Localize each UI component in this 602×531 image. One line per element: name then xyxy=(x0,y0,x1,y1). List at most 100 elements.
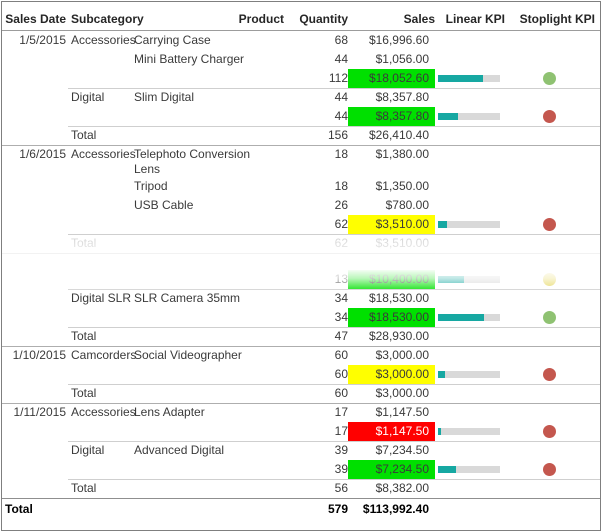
stoplight-kpi-cell xyxy=(505,479,600,498)
quantity-cell: 44 xyxy=(334,52,348,66)
grand-total-spacer xyxy=(435,498,505,520)
sales-date-cell xyxy=(2,253,66,270)
stoplight-kpi-cell xyxy=(505,253,600,270)
total-row: Total 60 $3,000.00 xyxy=(2,384,600,403)
stoplight-indicator-red xyxy=(543,425,556,438)
product-cell xyxy=(132,69,284,88)
sales-cell: $780.00 xyxy=(385,198,429,212)
linear-kpi-cell xyxy=(435,253,505,270)
table-header-row: Sales Date Subcategory Product Quantity Sale… xyxy=(2,8,600,31)
sales-date-cell xyxy=(2,384,66,403)
subcategory-cell xyxy=(66,270,132,289)
product-cell xyxy=(132,365,284,384)
product-cell xyxy=(132,126,284,145)
detail-row: Digital Advanced Digital 39 $7,234.50 xyxy=(2,441,600,460)
stoplight-kpi-cell xyxy=(505,147,600,177)
stoplight-kpi-cell xyxy=(505,107,600,126)
subcategory-cell: Total xyxy=(71,481,97,495)
subcategory-cell xyxy=(66,177,132,196)
quantity-cell: 68 xyxy=(334,33,348,47)
detail-row: USB Cable 26 $780.00 xyxy=(2,196,600,215)
linear-kpi-cell xyxy=(435,384,505,403)
sales-cell: $3,510.00 xyxy=(375,236,429,250)
quantity-cell: 60 xyxy=(334,386,348,400)
column-header-stoplight-kpi: Stoplight KPI xyxy=(519,12,595,26)
linear-kpi-bar-track xyxy=(438,314,500,321)
sales-date-cell xyxy=(2,289,66,308)
quantity-cell: 39 xyxy=(334,462,348,476)
column-header-linear-kpi: Linear KPI xyxy=(445,12,505,26)
product-cell xyxy=(132,460,284,479)
stoplight-indicator-green xyxy=(543,311,556,324)
total-row: Total 156 $26,410.40 xyxy=(2,126,600,145)
sales-cell: $1,350.00 xyxy=(375,179,429,193)
stoplight-kpi-cell xyxy=(505,403,600,422)
linear-kpi-bar-fill xyxy=(438,371,446,378)
linear-kpi-bar-track xyxy=(438,221,500,228)
subcategory-cell: Camcorders xyxy=(71,348,137,362)
linear-kpi-cell xyxy=(435,270,505,289)
quantity-cell: 112 xyxy=(328,71,348,85)
subcategory-cell: Accessories xyxy=(71,405,136,419)
sales-cell: $7,234.50 xyxy=(375,443,429,457)
stoplight-kpi-cell xyxy=(505,308,600,327)
subcategory-cell xyxy=(66,215,132,234)
quantity-cell: 17 xyxy=(334,405,348,419)
product-cell: Carrying Case xyxy=(134,33,211,47)
linear-kpi-cell xyxy=(435,215,505,234)
quantity-cell: 17 xyxy=(334,424,348,438)
linear-kpi-cell xyxy=(435,50,505,69)
detail-row: 1/5/2015 Accessories Carrying Case 68 $16,99… xyxy=(2,31,600,50)
subtotal-row: 13 $10,400.00 xyxy=(2,270,600,289)
subcategory-cell xyxy=(66,69,132,88)
quantity-cell: 18 xyxy=(334,179,348,193)
subcategory-cell xyxy=(66,422,132,441)
total-row: Total 62 $3,510.00 xyxy=(2,234,600,253)
sales-cell: $8,357.80 xyxy=(375,90,429,104)
sales-cell: $3,000.00 xyxy=(375,386,429,400)
stoplight-indicator-red xyxy=(543,463,556,476)
sales-cell: $3,510.00 xyxy=(348,215,435,234)
quantity-cell: 34 xyxy=(334,310,348,324)
subtotal-row: 17 $1,147.50 xyxy=(2,422,600,441)
product-cell: Telephoto Conversion Lens xyxy=(134,147,251,176)
quantity-cell: 62 xyxy=(334,236,348,250)
subcategory-cell: Total xyxy=(71,329,97,343)
linear-kpi-cell xyxy=(435,441,505,460)
column-header-sales: Sales xyxy=(403,12,435,26)
product-cell xyxy=(132,479,284,498)
subcategory-cell: Total xyxy=(71,236,97,250)
sales-date-cell xyxy=(2,126,66,145)
subcategory-cell: Accessories xyxy=(71,33,136,47)
stoplight-kpi-cell xyxy=(505,270,600,289)
product-cell xyxy=(132,384,284,403)
sales-cell: $26,410.40 xyxy=(368,128,429,142)
product-cell: Tripod xyxy=(134,179,168,193)
linear-kpi-cell xyxy=(435,88,505,107)
sales-date-cell xyxy=(2,422,66,441)
quantity-cell: 44 xyxy=(334,109,348,123)
linear-kpi-bar-fill xyxy=(438,276,465,283)
linear-kpi-bar-track xyxy=(438,371,500,378)
detail-row: 1/11/2015 Accessories Lens Adapter 17 $1,147… xyxy=(2,403,600,422)
grand-total-label: Total xyxy=(5,502,33,516)
subcategory-cell xyxy=(66,50,132,69)
column-header-subcategory: Subcategory xyxy=(71,12,144,26)
subcategory-cell: Total xyxy=(71,386,97,400)
linear-kpi-cell xyxy=(435,31,505,50)
quantity-cell: 13 xyxy=(334,272,348,286)
quantity-cell: 60 xyxy=(334,348,348,362)
stoplight-kpi-cell xyxy=(505,31,600,50)
linear-kpi-cell xyxy=(435,289,505,308)
sales-date-cell xyxy=(2,441,66,460)
quantity-cell: 44 xyxy=(334,90,348,104)
linear-kpi-cell xyxy=(435,327,505,346)
product-cell xyxy=(132,253,284,270)
grand-total-spacer xyxy=(66,498,132,520)
product-cell xyxy=(132,234,284,253)
stoplight-kpi-cell xyxy=(505,177,600,196)
column-header-product: Product xyxy=(238,12,284,26)
stoplight-indicator-green xyxy=(543,72,556,85)
column-header-sales-date: Sales Date xyxy=(5,12,66,26)
